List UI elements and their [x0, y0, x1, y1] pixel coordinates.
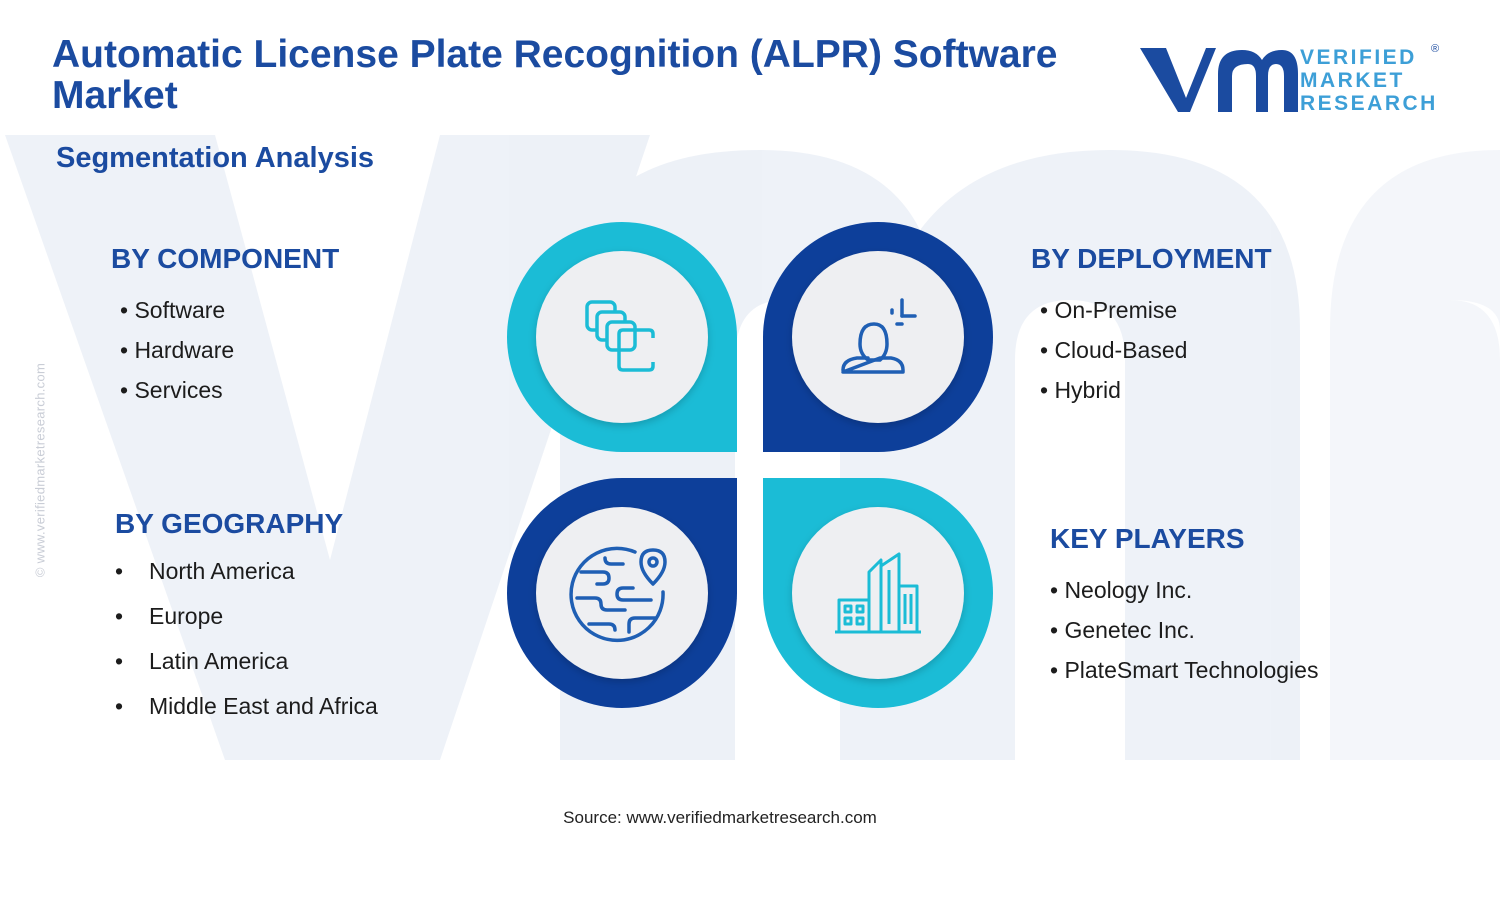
- side-watermark-url: © www.verifiedmarketresearch.com: [32, 362, 48, 578]
- list-item: • Latin America: [115, 639, 378, 684]
- key-players-list: • Neology Inc. • Genetec Inc. • PlateSma…: [1050, 570, 1318, 690]
- component-heading: BY COMPONENT: [111, 243, 340, 274]
- bullet: •: [115, 693, 124, 719]
- list-item-label: Middle East and Africa: [149, 693, 378, 719]
- page-subtitle: Segmentation Analysis: [56, 142, 375, 174]
- logo-line-research: RESEARCH: [1300, 92, 1438, 115]
- list-item: • Software: [120, 297, 226, 323]
- buildings-icon: [835, 552, 921, 634]
- logo-line-market: MARKET: [1300, 69, 1405, 92]
- source-note: Source: www.verifiedmarketresearch.com: [563, 808, 877, 827]
- page-title: Automatic License Plate Recognition (ALP…: [52, 33, 1058, 117]
- list-item: • Cloud-Based: [1040, 337, 1188, 363]
- list-item: • Neology Inc.: [1050, 577, 1193, 603]
- deployment-list: • On-Premise • Cloud-Based • Hybrid: [1040, 290, 1187, 410]
- registered-mark: ®: [1431, 43, 1440, 55]
- bullet: •: [115, 603, 124, 629]
- user-plus-icon: [841, 298, 917, 374]
- list-item: • On-Premise: [1040, 297, 1178, 323]
- globe-pin-icon: [569, 546, 667, 643]
- bullet: •: [115, 648, 124, 674]
- list-item-label: Europe: [149, 603, 224, 629]
- list-item: • Middle East and Africa: [115, 684, 378, 729]
- component-list: • Software • Hardware • Services: [120, 290, 234, 410]
- list-item: • North America: [115, 549, 378, 594]
- key-players-heading: KEY PLAYERS: [1050, 523, 1245, 554]
- deployment-petal: [763, 222, 993, 452]
- vmr-logo-icon: [1140, 48, 1298, 112]
- list-item: • Europe: [115, 594, 378, 639]
- list-item-label: Latin America: [149, 648, 289, 674]
- segmentation-graphic: [507, 222, 993, 708]
- geography-list: • North America • Europe • Latin America • M…: [115, 549, 378, 729]
- list-item: • Genetec Inc.: [1050, 617, 1195, 643]
- geography-petal: [507, 478, 737, 708]
- logo-line-verified: VERIFIED: [1300, 46, 1417, 69]
- bullet: •: [115, 558, 124, 584]
- logo-wordmark: VERIFIED MARKET RESEARCH: [1300, 46, 1438, 115]
- list-item: • Hybrid: [1040, 377, 1121, 403]
- list-item: • Hardware: [120, 337, 235, 363]
- deployment-heading: BY DEPLOYMENT: [1031, 243, 1272, 274]
- geography-heading: BY GEOGRAPHY: [115, 508, 344, 539]
- list-item: • Services: [120, 377, 223, 403]
- stacked-squares-icon: [585, 300, 655, 372]
- list-item-label: North America: [149, 558, 295, 584]
- list-item: • PlateSmart Technologies: [1050, 657, 1319, 683]
- key-players-petal: [763, 478, 993, 708]
